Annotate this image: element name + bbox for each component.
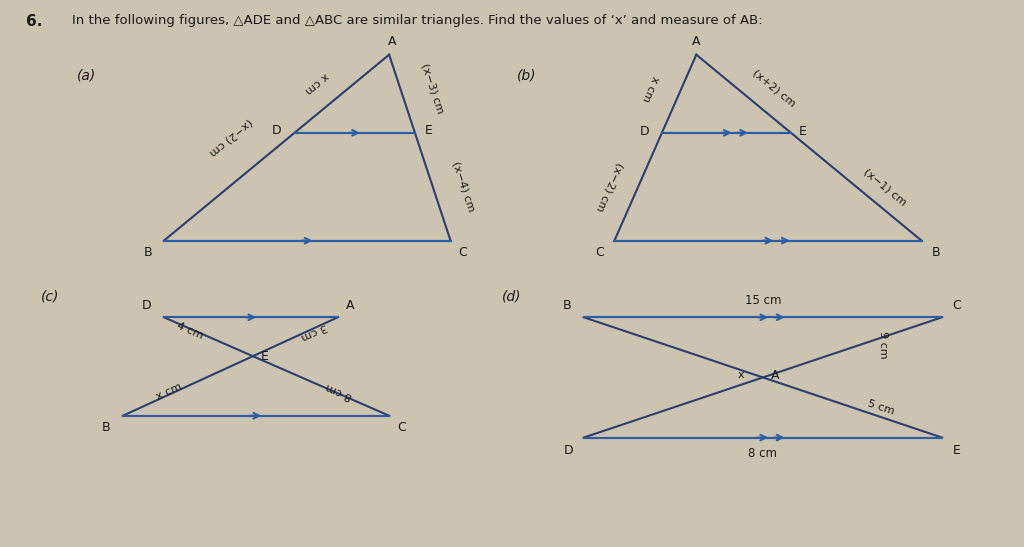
Text: C: C — [595, 246, 604, 259]
Text: B: B — [563, 299, 571, 312]
Text: (d): (d) — [502, 290, 521, 304]
Text: B: B — [932, 246, 940, 259]
Text: D: D — [142, 299, 152, 312]
Text: E: E — [952, 444, 961, 457]
Text: 6.: 6. — [26, 14, 42, 28]
Text: x cm: x cm — [640, 74, 660, 103]
Text: x cm: x cm — [155, 381, 184, 401]
Text: x cm: x cm — [302, 71, 330, 95]
Text: C: C — [459, 246, 467, 259]
Text: (a): (a) — [77, 68, 96, 83]
Text: E: E — [261, 350, 269, 363]
Text: In the following figures, △ADE and △ABC are similar triangles. Find the values o: In the following figures, △ADE and △ABC … — [72, 14, 762, 27]
Text: D: D — [271, 124, 282, 137]
Text: B: B — [102, 421, 111, 434]
Text: A: A — [771, 369, 779, 382]
Text: D: D — [640, 125, 649, 138]
Text: 3 cm: 3 cm — [299, 321, 329, 341]
Text: B: B — [144, 246, 153, 259]
Text: E: E — [799, 125, 807, 138]
Text: 8 cm: 8 cm — [749, 447, 777, 461]
Text: E: E — [425, 124, 433, 137]
Text: A: A — [346, 299, 354, 312]
Text: A: A — [692, 35, 700, 48]
Text: 8 cm: 8 cm — [325, 381, 354, 401]
Text: (c): (c) — [41, 290, 59, 304]
Text: A: A — [388, 35, 396, 48]
Text: (b): (b) — [517, 68, 537, 83]
Text: (x−2) cm: (x−2) cm — [207, 116, 254, 158]
Text: C: C — [397, 421, 407, 434]
Text: 5 cm: 5 cm — [866, 398, 896, 417]
Text: D: D — [564, 444, 573, 457]
Text: (x−1) cm: (x−1) cm — [861, 166, 908, 207]
Text: C: C — [952, 299, 962, 312]
Text: 4 cm: 4 cm — [175, 321, 205, 341]
Text: (x−4) cm: (x−4) cm — [451, 160, 476, 213]
Text: x: x — [738, 370, 744, 380]
Text: 9 cm: 9 cm — [879, 331, 888, 358]
Text: 15 cm: 15 cm — [744, 294, 781, 307]
Text: (x−2) cm: (x−2) cm — [594, 161, 625, 213]
Text: (x+2) cm: (x+2) cm — [751, 68, 798, 109]
Text: (x−3) cm: (x−3) cm — [420, 62, 445, 115]
